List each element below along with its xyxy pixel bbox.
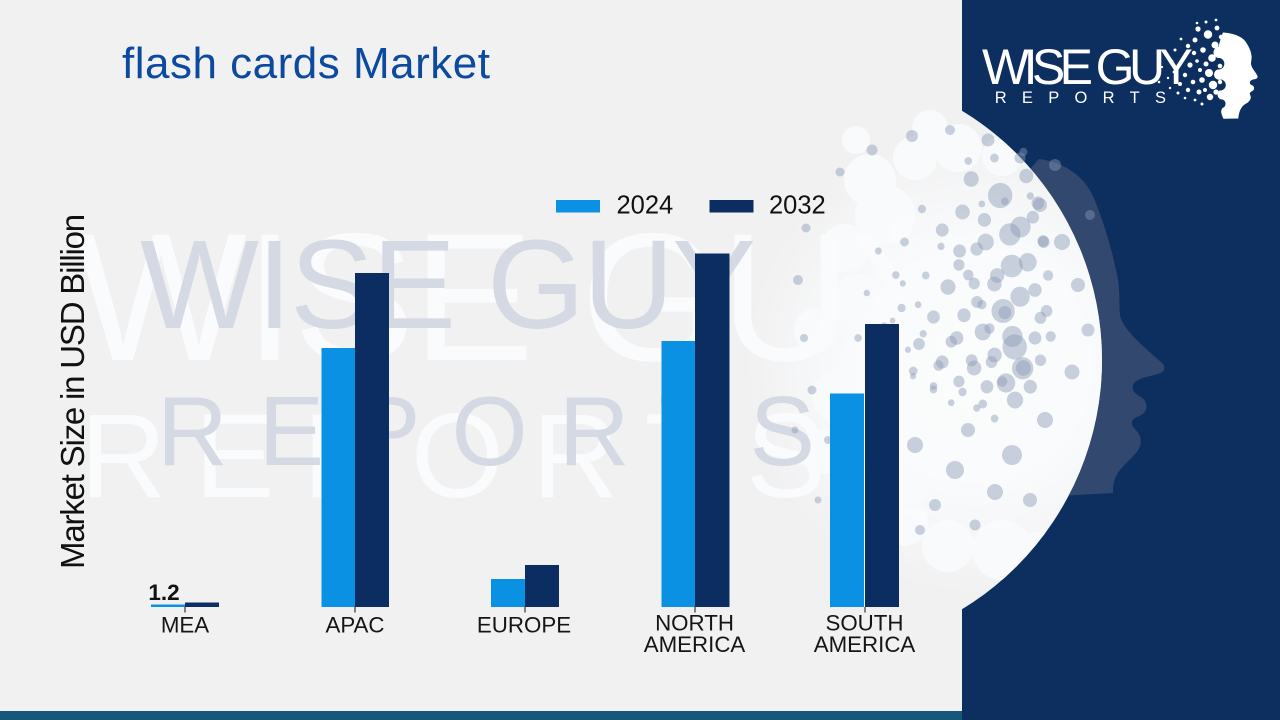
svg-text:SOUTH: SOUTH <box>825 611 903 636</box>
svg-text:1.2: 1.2 <box>148 580 179 605</box>
svg-text:REPORTS: REPORTS <box>157 376 846 486</box>
svg-text:AMERICA: AMERICA <box>644 632 746 657</box>
svg-text:EUROPE: EUROPE <box>477 613 571 638</box>
svg-text:WISE GUY: WISE GUY <box>75 195 969 399</box>
svg-text:WISE GUY: WISE GUY <box>140 214 754 355</box>
svg-text:flash cards Market: flash cards Market <box>122 39 490 88</box>
svg-text:AMERICA: AMERICA <box>814 632 916 657</box>
svg-text:2032: 2032 <box>769 192 826 220</box>
svg-text:APAC: APAC <box>325 613 384 638</box>
svg-text:Market Size in USD Billion: Market Size in USD Billion <box>54 215 91 569</box>
svg-text:2024: 2024 <box>617 192 674 220</box>
svg-text:REPORTS: REPORTS <box>995 89 1182 107</box>
svg-text:MEA: MEA <box>161 613 209 638</box>
svg-text:NORTH: NORTH <box>655 611 734 636</box>
